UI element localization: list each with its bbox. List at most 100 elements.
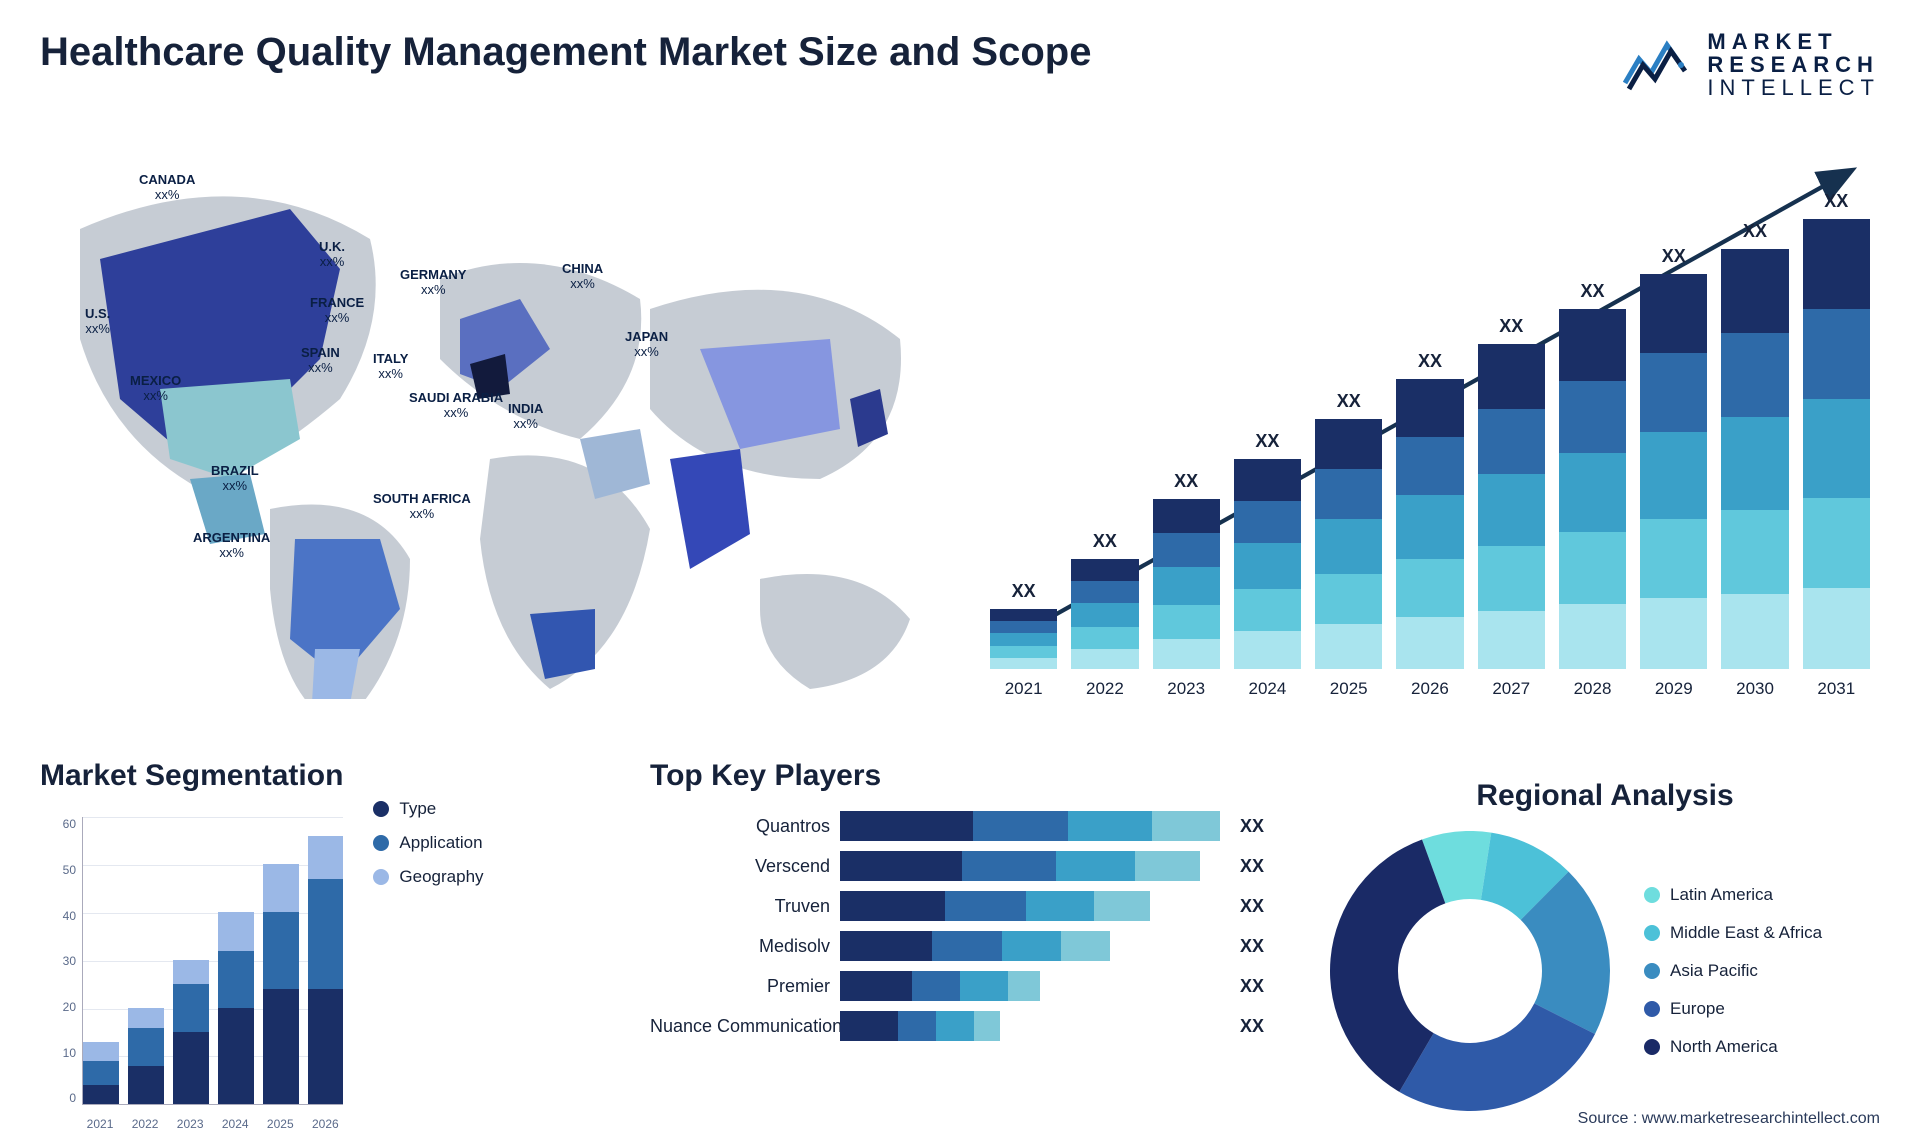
key-player-row: Nuance CommunicationsXX — [650, 1011, 1280, 1041]
growth-x-label: 2027 — [1478, 679, 1545, 699]
seg-x-label: 2024 — [217, 1117, 253, 1131]
logo-line-2: RESEARCH — [1707, 53, 1880, 76]
growth-bar-segment — [1478, 611, 1545, 670]
key-player-bar-segment — [1135, 851, 1200, 881]
key-player-value: XX — [1240, 856, 1280, 877]
key-players-title: Top Key Players — [650, 759, 1280, 793]
seg-y-tick: 0 — [40, 1091, 76, 1105]
seg-x-label: 2026 — [307, 1117, 343, 1131]
growth-bar: XX — [1396, 379, 1463, 669]
seg-y-tick: 40 — [40, 909, 76, 923]
segmentation-bar-segment — [308, 989, 344, 1104]
key-players-chart: QuantrosXXVerscendXXTruvenXXMedisolvXXPr… — [650, 811, 1280, 1041]
growth-bar-value: XX — [1721, 221, 1788, 242]
legend-item: Type — [373, 799, 600, 819]
key-player-bar-segment — [1002, 931, 1061, 961]
growth-bar-segment — [1640, 353, 1707, 432]
key-player-value: XX — [1240, 1016, 1280, 1037]
segmentation-bar-segment — [308, 879, 344, 989]
key-player-value: XX — [1240, 976, 1280, 997]
growth-bar-segment — [1478, 344, 1545, 409]
growth-bar-segment — [1559, 453, 1626, 532]
growth-bar-segment — [1315, 624, 1382, 669]
growth-bar-segment — [1396, 495, 1463, 559]
legend-swatch-icon — [373, 835, 389, 851]
segmentation-bar-segment — [128, 1028, 164, 1066]
legend-label: Application — [399, 833, 482, 853]
growth-x-label: 2026 — [1396, 679, 1463, 699]
legend-label: Europe — [1670, 999, 1725, 1019]
seg-x-label: 2025 — [262, 1117, 298, 1131]
legend-swatch-icon — [1644, 1039, 1660, 1055]
growth-bar-segment — [1478, 474, 1545, 546]
seg-x-label: 2023 — [172, 1117, 208, 1131]
growth-bar-segment — [1153, 639, 1220, 670]
growth-bar-segment — [1396, 437, 1463, 495]
seg-x-label: 2021 — [82, 1117, 118, 1131]
growth-bar-value: XX — [1396, 351, 1463, 372]
key-player-bar-segment — [962, 851, 1056, 881]
segmentation-bar — [128, 1008, 164, 1104]
growth-bar-value: XX — [1153, 471, 1220, 492]
key-player-bar-segment — [912, 971, 960, 1001]
key-player-bar-segment — [840, 811, 973, 841]
segmentation-bar-segment — [218, 951, 254, 1009]
growth-bar-segment — [1153, 605, 1220, 639]
growth-bar-segment — [1559, 532, 1626, 604]
growth-bar-segment — [1721, 249, 1788, 333]
growth-bar: XX — [990, 609, 1057, 669]
key-player-bar-segment — [1068, 811, 1152, 841]
seg-y-tick: 20 — [40, 1000, 76, 1014]
logo-mark-icon — [1623, 35, 1693, 95]
growth-bar-segment — [1396, 617, 1463, 669]
key-player-name: Medisolv — [650, 936, 830, 957]
segmentation-bar-segment — [128, 1066, 164, 1104]
growth-bar: XX — [1153, 499, 1220, 669]
key-player-row: VerscendXX — [650, 851, 1280, 881]
growth-bar-segment — [1234, 631, 1301, 669]
legend-swatch-icon — [1644, 1001, 1660, 1017]
growth-bar-segment — [990, 633, 1057, 646]
growth-bar-segment — [1153, 533, 1220, 567]
segmentation-bar — [263, 864, 299, 1104]
seg-y-tick: 10 — [40, 1046, 76, 1060]
key-player-bar-segment — [1152, 811, 1220, 841]
segmentation-bar-segment — [218, 912, 254, 950]
growth-bar-segment — [1315, 469, 1382, 519]
segmentation-bar-segment — [173, 1032, 209, 1104]
growth-bar-segment — [1559, 381, 1626, 453]
growth-bar-segment — [1721, 510, 1788, 594]
growth-bar: XX — [1234, 459, 1301, 669]
growth-chart: XXXXXXXXXXXXXXXXXXXXXX 20212022202320242… — [980, 139, 1880, 699]
growth-bar-segment — [1721, 594, 1788, 670]
growth-bar-segment — [1315, 419, 1382, 469]
legend-item: Asia Pacific — [1644, 961, 1822, 981]
legend-item: Application — [373, 833, 600, 853]
legend-label: Latin America — [1670, 885, 1773, 905]
key-player-bar-segment — [973, 811, 1068, 841]
segmentation-bar-segment — [173, 960, 209, 984]
growth-bar-segment — [1478, 546, 1545, 611]
logo-line-3: INTELLECT — [1707, 76, 1880, 99]
growth-bar-value: XX — [1640, 246, 1707, 267]
map-label: ITALYxx% — [373, 352, 408, 382]
map-label: SOUTH AFRICAxx% — [373, 492, 471, 522]
growth-bar-segment — [1153, 499, 1220, 533]
growth-bar: XX — [1803, 219, 1870, 669]
segmentation-bar-segment — [83, 1085, 119, 1104]
growth-bar-segment — [1803, 399, 1870, 498]
growth-bar-segment — [1478, 409, 1545, 474]
legend-item: North America — [1644, 1037, 1822, 1057]
growth-bar-segment — [1071, 603, 1138, 627]
growth-bar-segment — [1234, 589, 1301, 631]
map-label: INDIAxx% — [508, 402, 543, 432]
segmentation-bar — [218, 912, 254, 1104]
segmentation-bar-segment — [218, 1008, 254, 1104]
growth-bar-segment — [1559, 604, 1626, 669]
legend-swatch-icon — [373, 801, 389, 817]
key-player-row: TruvenXX — [650, 891, 1280, 921]
map-label: FRANCExx% — [310, 296, 364, 326]
segmentation-legend: TypeApplicationGeography — [373, 759, 600, 1131]
growth-bar-segment — [1640, 598, 1707, 669]
regional-title: Regional Analysis — [1330, 779, 1880, 813]
